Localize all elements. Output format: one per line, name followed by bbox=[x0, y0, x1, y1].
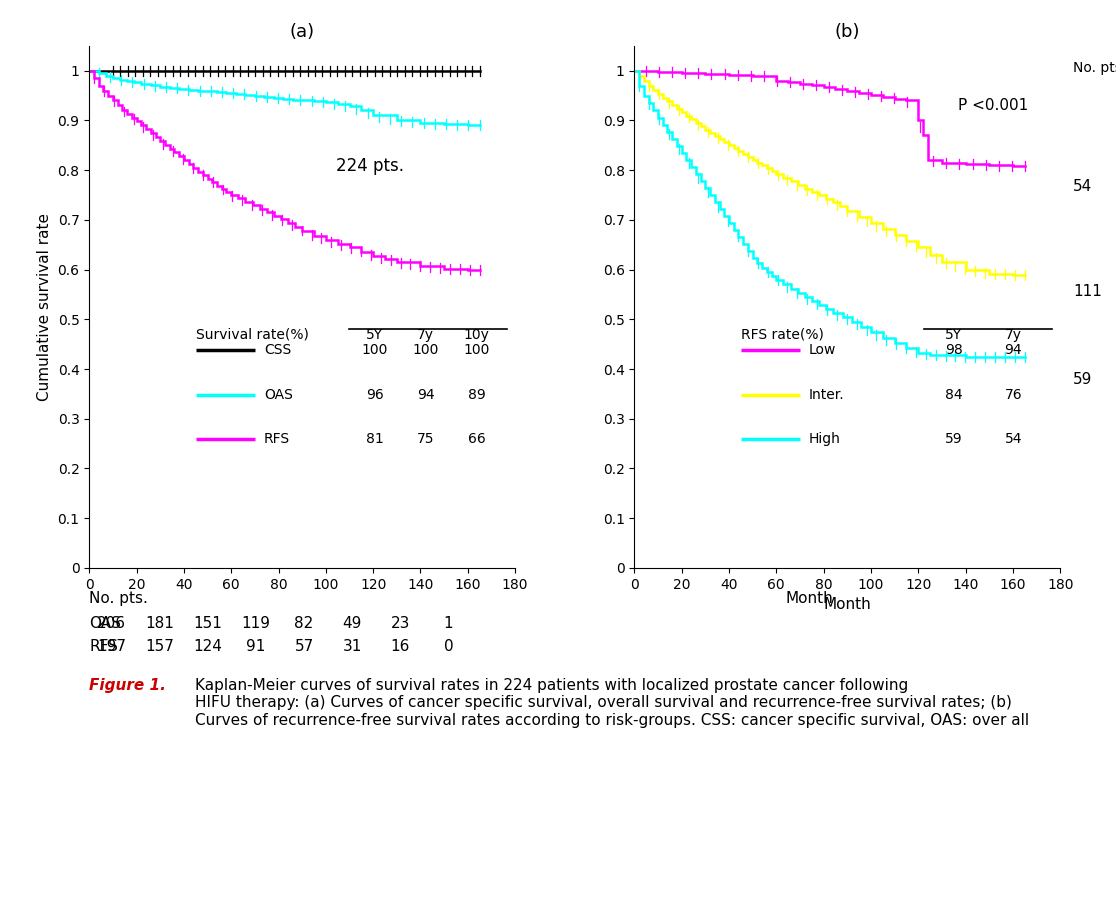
Text: 59: 59 bbox=[945, 432, 963, 446]
Text: 100: 100 bbox=[463, 344, 490, 357]
Text: 57: 57 bbox=[295, 639, 314, 654]
Text: Month: Month bbox=[786, 591, 833, 605]
Text: 0: 0 bbox=[443, 639, 453, 654]
Text: Low: Low bbox=[809, 344, 836, 357]
Text: RFS rate(%): RFS rate(%) bbox=[741, 328, 824, 342]
Text: 197: 197 bbox=[97, 639, 126, 654]
Text: 100: 100 bbox=[413, 344, 439, 357]
Text: RFS: RFS bbox=[89, 639, 118, 654]
Text: 94: 94 bbox=[1004, 344, 1022, 357]
Text: P <0.001: P <0.001 bbox=[958, 98, 1028, 113]
Text: 206: 206 bbox=[97, 616, 126, 630]
Text: 10y: 10y bbox=[464, 328, 490, 342]
Text: 76: 76 bbox=[1004, 387, 1022, 401]
Text: 98: 98 bbox=[945, 344, 963, 357]
Text: 54: 54 bbox=[1072, 180, 1093, 194]
Text: 5Y: 5Y bbox=[366, 328, 383, 342]
Text: 100: 100 bbox=[362, 344, 387, 357]
Text: 66: 66 bbox=[468, 432, 485, 446]
Text: RFS: RFS bbox=[263, 432, 290, 446]
Text: 89: 89 bbox=[468, 387, 485, 401]
Text: 23: 23 bbox=[391, 616, 410, 630]
Title: (b): (b) bbox=[835, 24, 860, 41]
Text: 54: 54 bbox=[1004, 432, 1022, 446]
Text: OAS: OAS bbox=[263, 387, 292, 401]
Text: 181: 181 bbox=[145, 616, 174, 630]
Text: 96: 96 bbox=[366, 387, 384, 401]
Text: 151: 151 bbox=[193, 616, 222, 630]
Text: OAS: OAS bbox=[89, 616, 122, 630]
Text: CSS: CSS bbox=[263, 344, 291, 357]
Y-axis label: Cumulative survival rate: Cumulative survival rate bbox=[37, 213, 52, 401]
Text: 31: 31 bbox=[343, 639, 362, 654]
Text: 7y: 7y bbox=[417, 328, 434, 342]
Text: 16: 16 bbox=[391, 639, 410, 654]
Title: (a): (a) bbox=[290, 24, 315, 41]
Text: 94: 94 bbox=[417, 387, 434, 401]
Text: 124: 124 bbox=[193, 639, 222, 654]
Text: 119: 119 bbox=[241, 616, 270, 630]
Text: Inter.: Inter. bbox=[809, 387, 845, 401]
Text: 7y: 7y bbox=[1004, 328, 1022, 342]
Text: 82: 82 bbox=[295, 616, 314, 630]
Text: 49: 49 bbox=[343, 616, 362, 630]
Text: 81: 81 bbox=[366, 432, 384, 446]
Text: No. pts.: No. pts. bbox=[89, 591, 148, 605]
Text: 84: 84 bbox=[945, 387, 963, 401]
Text: 1: 1 bbox=[443, 616, 453, 630]
Text: Survival rate(%): Survival rate(%) bbox=[195, 328, 309, 342]
Text: No. pts.: No. pts. bbox=[1072, 61, 1116, 75]
Text: Kaplan-Meier curves of survival rates in 224 patients with localized prostate ca: Kaplan-Meier curves of survival rates in… bbox=[195, 678, 1029, 727]
Text: Figure 1.: Figure 1. bbox=[89, 678, 166, 692]
Text: 91: 91 bbox=[247, 639, 266, 654]
Text: 59: 59 bbox=[1072, 373, 1093, 387]
Text: 5Y: 5Y bbox=[945, 328, 962, 342]
Text: 224 pts.: 224 pts. bbox=[336, 157, 404, 175]
Text: 111: 111 bbox=[1072, 284, 1101, 299]
Text: 157: 157 bbox=[145, 639, 174, 654]
X-axis label: Month: Month bbox=[824, 597, 872, 612]
Text: High: High bbox=[809, 432, 840, 446]
Text: 75: 75 bbox=[417, 432, 434, 446]
